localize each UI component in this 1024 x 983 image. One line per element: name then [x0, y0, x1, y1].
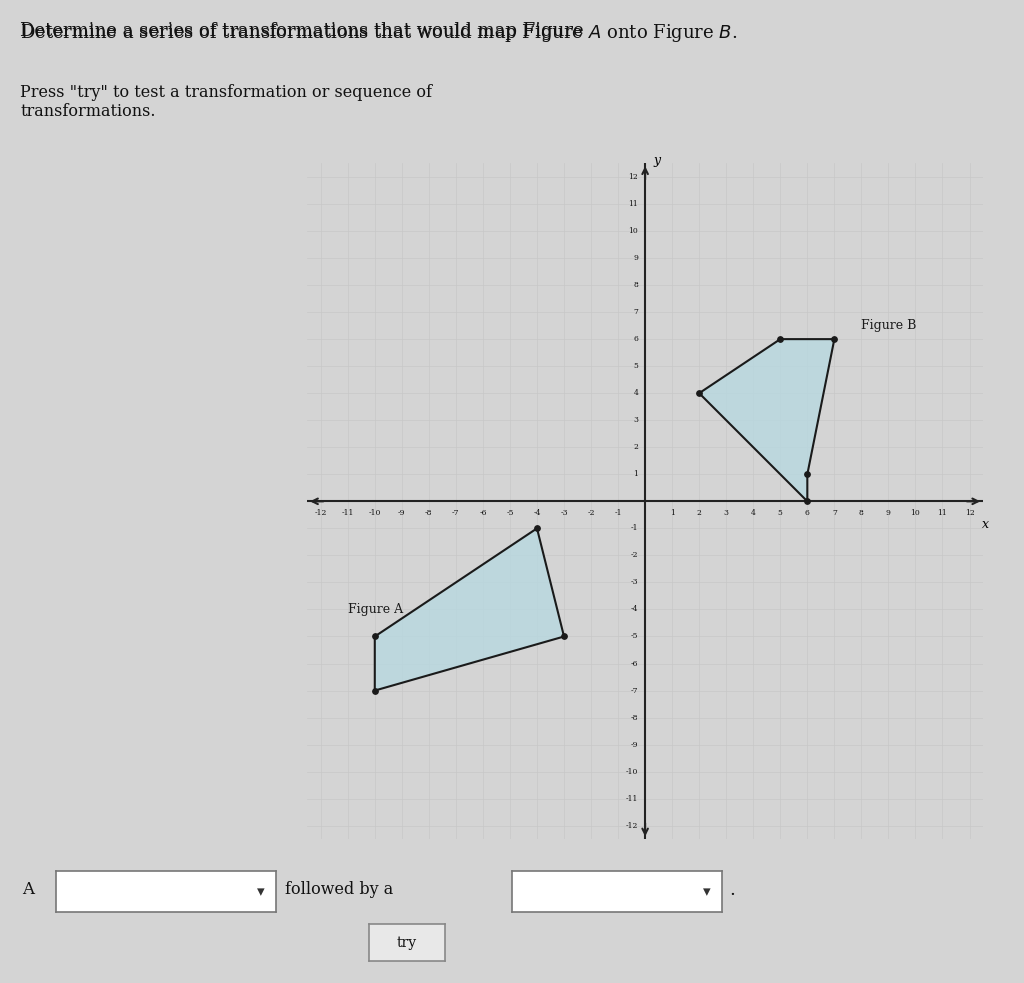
Point	[799, 466, 815, 482]
Text: Determine a series of transformations that would map Figure: Determine a series of transformations th…	[20, 22, 590, 39]
Text: 11: 11	[629, 200, 638, 208]
Text: 3: 3	[634, 416, 638, 425]
Point	[528, 521, 545, 537]
Text: -10: -10	[626, 768, 638, 776]
Text: 9: 9	[634, 254, 638, 262]
Text: 10: 10	[910, 509, 921, 517]
Text: ▾: ▾	[703, 884, 711, 899]
Text: 10: 10	[629, 227, 638, 235]
Text: -1: -1	[631, 524, 638, 533]
Text: -5: -5	[631, 632, 638, 641]
Text: 6: 6	[634, 335, 638, 343]
Text: Figure B: Figure B	[861, 319, 916, 332]
Text: .: .	[729, 881, 735, 898]
Text: -10: -10	[369, 509, 381, 517]
Text: 11: 11	[938, 509, 947, 517]
Text: 5: 5	[778, 509, 782, 517]
Text: -6: -6	[631, 660, 638, 667]
Text: ▾: ▾	[257, 884, 265, 899]
Text: Determine a series of transformations that would map Figure $A$ onto Figure $B$.: Determine a series of transformations th…	[20, 22, 738, 43]
Text: 2: 2	[634, 443, 638, 451]
Text: 1: 1	[634, 470, 638, 479]
Text: -8: -8	[425, 509, 432, 517]
Text: -9: -9	[631, 740, 638, 749]
Point	[772, 331, 788, 347]
Text: y: y	[653, 154, 660, 167]
Text: -7: -7	[453, 509, 460, 517]
Point	[799, 493, 815, 509]
Text: followed by a: followed by a	[285, 881, 393, 898]
Point	[826, 331, 843, 347]
Text: A: A	[23, 881, 35, 898]
Text: x: x	[982, 518, 989, 531]
Text: -11: -11	[342, 509, 354, 517]
Polygon shape	[375, 529, 564, 691]
Text: 8: 8	[634, 281, 638, 289]
Polygon shape	[699, 339, 835, 501]
Text: -7: -7	[631, 686, 638, 695]
Point	[367, 629, 383, 645]
Text: 12: 12	[629, 173, 638, 181]
Point	[556, 629, 572, 645]
Text: -3: -3	[560, 509, 568, 517]
Text: 7: 7	[634, 308, 638, 317]
Text: 4: 4	[634, 389, 638, 397]
Text: -9: -9	[398, 509, 406, 517]
Text: 6: 6	[805, 509, 810, 517]
Text: 2: 2	[696, 509, 701, 517]
Text: -11: -11	[626, 794, 638, 803]
Text: -8: -8	[631, 714, 638, 722]
Text: -6: -6	[479, 509, 486, 517]
Text: -12: -12	[314, 509, 327, 517]
Text: -2: -2	[631, 551, 638, 559]
Text: 12: 12	[965, 509, 975, 517]
Text: 7: 7	[831, 509, 837, 517]
Text: -3: -3	[631, 578, 638, 587]
Text: -1: -1	[614, 509, 622, 517]
Text: 4: 4	[751, 509, 756, 517]
Point	[691, 385, 708, 401]
Text: -4: -4	[534, 509, 541, 517]
Text: 8: 8	[859, 509, 864, 517]
Text: 5: 5	[634, 362, 638, 371]
Text: 9: 9	[886, 509, 891, 517]
Text: 1: 1	[670, 509, 675, 517]
Text: 3: 3	[724, 509, 729, 517]
Text: try: try	[397, 936, 417, 950]
Text: -5: -5	[506, 509, 514, 517]
Text: Press "try" to test a transformation or sequence of
transformations.: Press "try" to test a transformation or …	[20, 84, 432, 120]
Text: Figure A: Figure A	[348, 603, 402, 616]
Text: -4: -4	[631, 606, 638, 613]
Text: -12: -12	[626, 822, 638, 830]
Text: -2: -2	[588, 509, 595, 517]
Point	[367, 683, 383, 699]
